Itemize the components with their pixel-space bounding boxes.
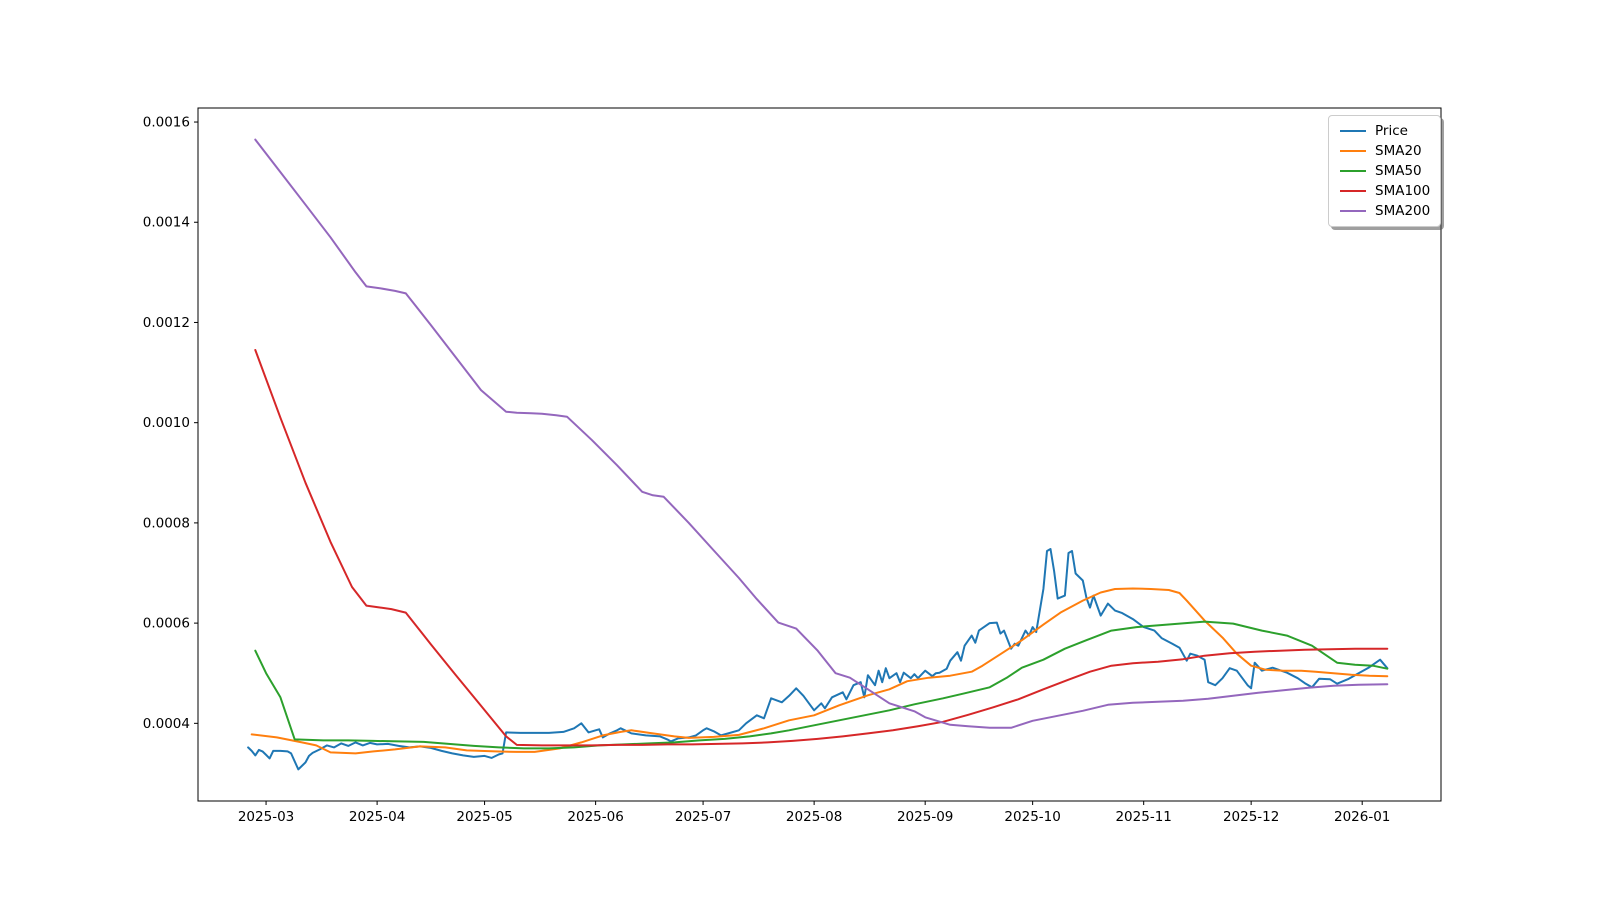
y-tick-label: 0.0010 (143, 415, 190, 431)
series-line-sma200 (254, 138, 1389, 729)
x-tick-label: 2025-10 (1004, 809, 1060, 825)
y-tick-label: 0.0008 (143, 515, 190, 531)
x-tick-label: 2025-08 (786, 809, 842, 825)
x-tick-label: 2025-09 (897, 809, 953, 825)
y-tick-label: 0.0006 (143, 616, 190, 632)
x-tick-label: 2025-12 (1223, 809, 1279, 825)
x-tick-label: 2026-01 (1334, 809, 1390, 825)
legend-line-icon (1340, 150, 1366, 152)
series-line-sma50 (254, 620, 1389, 750)
series-line-sma100 (254, 349, 1389, 747)
legend-item-sma20: SMA20 (1340, 143, 1430, 159)
y-tick-label: 0.0004 (143, 716, 190, 732)
axes-spines (197, 107, 1442, 802)
legend-line-icon (1340, 190, 1366, 192)
x-axis: 2025-03 2025-04 2025-05 2025-06 2025-07 2025-… (238, 801, 1390, 825)
legend-label: SMA20 (1375, 143, 1422, 159)
y-tick-label: 0.0014 (143, 215, 190, 231)
legend-label: SMA50 (1375, 163, 1422, 179)
legend-item-sma200: SMA200 (1340, 203, 1430, 219)
legend-label: Price (1375, 123, 1408, 139)
series-line-sma20 (250, 587, 1389, 755)
plot-spines (197, 107, 1442, 802)
x-tick-label: 2025-03 (238, 809, 294, 825)
x-tick-label: 2025-07 (675, 809, 731, 825)
legend-item-sma50: SMA50 (1340, 163, 1430, 179)
legend-line-icon (1340, 210, 1366, 212)
legend-item-price: Price (1340, 123, 1430, 139)
y-tick-label: 0.0012 (143, 315, 190, 331)
x-tick-label: 2025-05 (456, 809, 512, 825)
x-tick-label: 2025-04 (349, 809, 405, 825)
legend-label: SMA200 (1375, 203, 1431, 219)
legend-label: SMA100 (1375, 183, 1431, 199)
x-tick-label: 2025-11 (1115, 809, 1171, 825)
legend-line-icon (1340, 130, 1366, 132)
legend: Price SMA20 SMA50 SMA100 SMA200 (1328, 115, 1442, 227)
series-line-price (247, 548, 1389, 771)
legend-line-icon (1340, 170, 1366, 172)
x-tick-label: 2025-06 (567, 809, 623, 825)
y-axis: 0.0004 0.0006 0.0008 0.0010 0.0012 0.0014 0.00… (143, 115, 198, 732)
legend-item-sma100: SMA100 (1340, 183, 1430, 199)
y-tick-label: 0.0016 (143, 115, 190, 131)
plot-series (247, 138, 1389, 771)
